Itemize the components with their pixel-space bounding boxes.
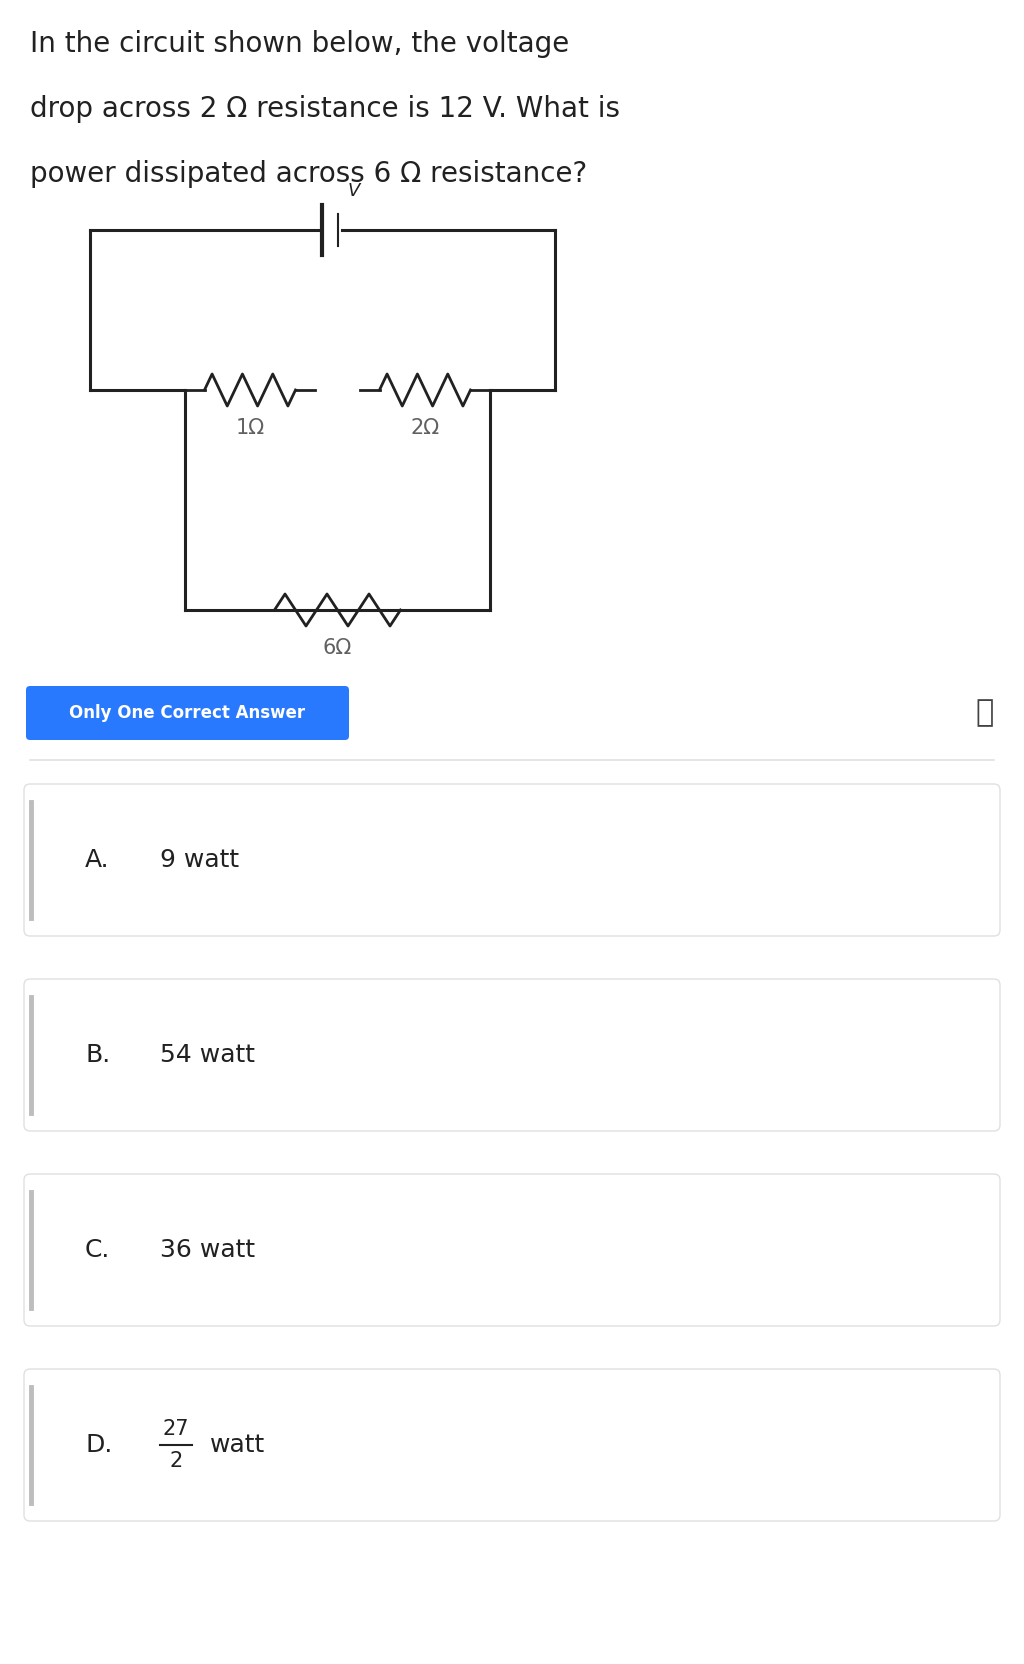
Text: watt: watt (210, 1433, 265, 1458)
Text: 2Ω: 2Ω (411, 418, 439, 438)
Text: A.: A. (85, 849, 110, 872)
Text: 6Ω: 6Ω (323, 637, 352, 657)
Text: C.: C. (85, 1238, 111, 1261)
Text: B.: B. (85, 1043, 111, 1067)
FancyBboxPatch shape (24, 1175, 1000, 1326)
Text: drop across 2 Ω resistance is 12 V. What is: drop across 2 Ω resistance is 12 V. What… (30, 95, 620, 123)
Text: 36 watt: 36 watt (160, 1238, 255, 1261)
Text: ⓘ: ⓘ (976, 699, 994, 727)
FancyBboxPatch shape (24, 1369, 1000, 1521)
FancyBboxPatch shape (26, 686, 349, 740)
Text: 27: 27 (163, 1419, 189, 1439)
FancyBboxPatch shape (24, 978, 1000, 1132)
Text: 9 watt: 9 watt (160, 849, 240, 872)
Text: 54 watt: 54 watt (160, 1043, 255, 1067)
Text: 1Ω: 1Ω (236, 418, 264, 438)
Text: 2: 2 (169, 1451, 182, 1471)
FancyBboxPatch shape (24, 784, 1000, 935)
Text: D.: D. (85, 1433, 113, 1458)
Text: power dissipated across 6 Ω resistance?: power dissipated across 6 Ω resistance? (30, 160, 587, 188)
Text: Only One Correct Answer: Only One Correct Answer (70, 704, 305, 722)
Text: In the circuit shown below, the voltage: In the circuit shown below, the voltage (30, 30, 569, 58)
Text: V: V (348, 181, 360, 200)
